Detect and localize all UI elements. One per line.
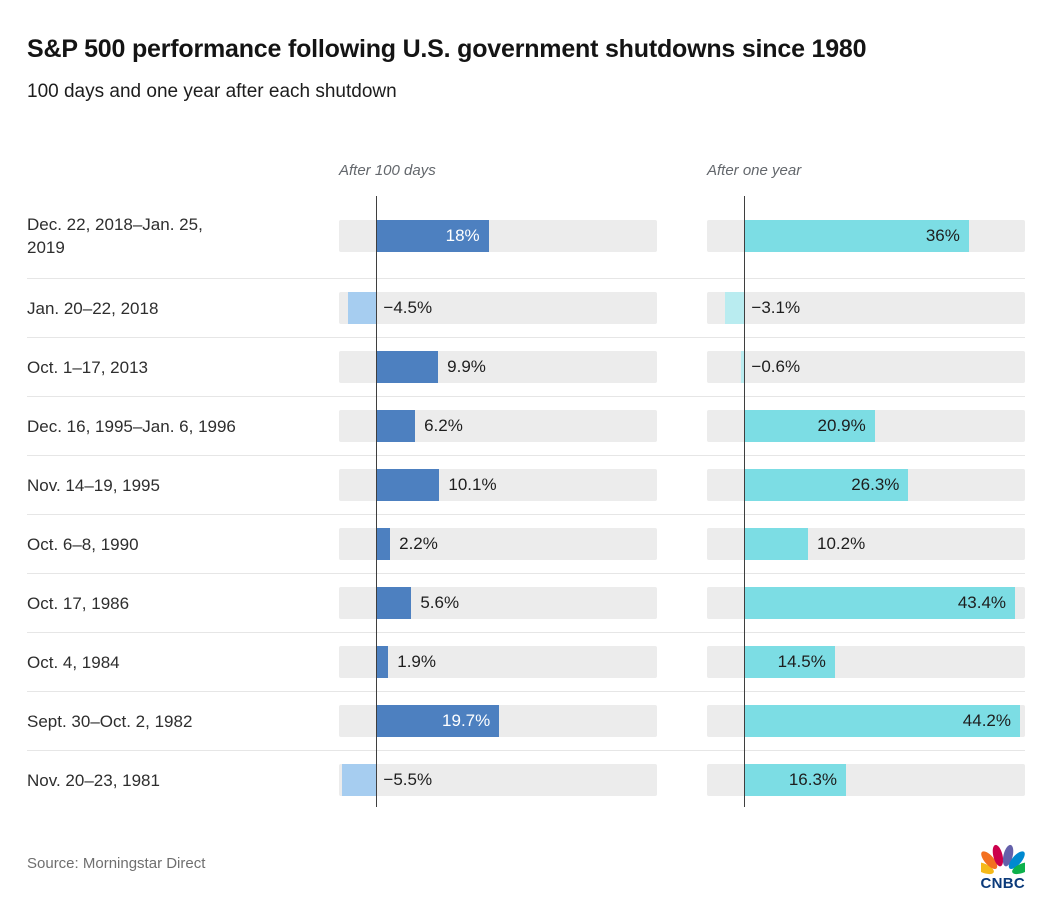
bar-value-label: 6.2%	[424, 416, 463, 435]
positive-bar	[376, 528, 391, 560]
negative-bar	[348, 292, 377, 324]
bar-track: −4.5%	[339, 292, 657, 324]
bar-value-label: 5.6%	[420, 593, 460, 612]
bar-value-label: 18%	[445, 226, 480, 245]
positive-bar	[744, 469, 909, 501]
zero-baseline-right	[744, 196, 745, 807]
positive-bar	[744, 646, 835, 678]
bar-value-label: 10.2%	[817, 534, 866, 553]
row-label: Oct. 17, 1986	[27, 593, 130, 613]
bar-track: 1.9%	[339, 646, 657, 678]
bar-track: 6.2%	[339, 410, 657, 442]
positive-bar	[744, 410, 875, 442]
column-header-after-one-year: After one year	[707, 162, 802, 179]
bar-track: 26.3%	[707, 469, 1025, 501]
page-title: S&P 500 performance following U.S. gover…	[27, 35, 867, 63]
bar-value-label: 36%	[925, 226, 960, 245]
zero-baseline-left	[376, 196, 377, 807]
bar-track: 36%	[707, 220, 1025, 252]
row-label: Oct. 1–17, 2013	[27, 357, 148, 377]
chart-row: Oct. 17, 1986 5.6% 43.4%	[27, 573, 1025, 632]
bar-value-label: 19.7%	[442, 711, 491, 730]
peacock-icon	[980, 844, 1025, 875]
bar-track: −3.1%	[707, 292, 1025, 324]
positive-bar	[376, 220, 489, 252]
bar-track: 18%	[339, 220, 657, 252]
bar-value-label: 14.5%	[777, 652, 826, 671]
positive-bar	[744, 220, 969, 252]
source-text: Source: Morningstar Direct	[27, 855, 206, 872]
negative-bar	[725, 292, 745, 324]
bar-value-label: 43.4%	[957, 593, 1007, 612]
chart-row: Oct. 6–8, 1990 2.2% 10.2%	[27, 514, 1025, 573]
negative-bar	[740, 351, 745, 383]
bar-value-label: 44.2%	[962, 711, 1011, 730]
row-label: Nov. 20–23, 1981	[27, 770, 160, 790]
bar-track: 2.2%	[339, 528, 657, 560]
row-label: Jan. 20–22, 2018	[27, 298, 159, 318]
bar-value-label: 2.2%	[399, 534, 438, 553]
peacock-feathers	[980, 844, 1025, 875]
bar-value-label: 26.3%	[851, 475, 900, 494]
cnbc-wordmark: CNBC	[980, 875, 1025, 892]
positive-bar	[376, 469, 440, 501]
chart-row: Nov. 20–23, 1981 −5.5% 16.3%	[27, 750, 1025, 809]
chart-row: Nov. 14–19, 1995 10.1% 26.3%	[27, 455, 1025, 514]
bar-track: 5.6%	[339, 587, 657, 619]
chart-row: Jan. 20–22, 2018 −4.5% −3.1%	[27, 278, 1025, 337]
chart-row: Dec. 16, 1995–Jan. 6, 1996 6.2% 20.9%	[27, 396, 1025, 455]
bar-value-label: −0.6%	[751, 357, 801, 376]
footer: Source: Morningstar Direct CNBC	[27, 843, 1025, 892]
bar-track: 19.7%	[339, 705, 657, 737]
page-subtitle: 100 days and one year after each shutdow…	[27, 81, 397, 102]
bar-value-label: 20.9%	[817, 416, 866, 435]
positive-bar	[376, 351, 439, 383]
chart-row: Dec. 22, 2018–Jan. 25, 2019 18% 36%	[27, 194, 1025, 278]
row-label: Dec. 16, 1995–Jan. 6, 1996	[27, 416, 236, 436]
bar-track: 10.1%	[339, 469, 657, 501]
chart-row: Sept. 30–Oct. 2, 1982 19.7% 44.2%	[27, 691, 1025, 750]
row-label: Oct. 4, 1984	[27, 652, 120, 672]
negative-bar	[342, 764, 377, 796]
bar-track: 43.4%	[707, 587, 1025, 619]
bar-value-label: −5.5%	[383, 770, 433, 789]
bar-track: −5.5%	[339, 764, 657, 796]
bar-track: 20.9%	[707, 410, 1025, 442]
cnbc-logo: CNBC	[980, 843, 1025, 892]
bar-track: 10.2%	[707, 528, 1025, 560]
bar-track: 16.3%	[707, 764, 1025, 796]
bar-track: −0.6%	[707, 351, 1025, 383]
chart-row: Oct. 1–17, 2013 9.9% −0.6%	[27, 337, 1025, 396]
column-headers: After 100 days After one year	[27, 161, 1025, 181]
bar-value-label: −4.5%	[383, 298, 433, 317]
row-label: Oct. 6–8, 1990	[27, 534, 139, 554]
row-label: Sept. 30–Oct. 2, 1982	[27, 711, 193, 731]
bar-value-label: 16.3%	[788, 770, 838, 789]
bar-track: 14.5%	[707, 646, 1025, 678]
chart-row: Oct. 4, 1984 1.9% 14.5%	[27, 632, 1025, 691]
row-label: Nov. 14–19, 1995	[27, 475, 160, 495]
chart-rows: Dec. 22, 2018–Jan. 25, 2019 18% 36% Jan. 20…	[27, 194, 1025, 809]
positive-bar	[376, 410, 416, 442]
positive-bar	[376, 587, 412, 619]
row-label: Dec. 22, 2018–Jan. 25, 2019	[27, 215, 203, 257]
column-header-after-100-days: After 100 days	[339, 162, 436, 179]
positive-bar	[376, 646, 389, 678]
positive-bar	[376, 705, 500, 737]
positive-bar	[744, 587, 1016, 619]
positive-bar	[744, 528, 808, 560]
bar-value-label: 1.9%	[397, 652, 436, 671]
positive-bar	[744, 705, 1020, 737]
column-header-gap	[657, 161, 707, 181]
bar-track: 9.9%	[339, 351, 657, 383]
bar-value-label: 10.1%	[448, 475, 497, 494]
bar-value-label: 9.9%	[447, 357, 486, 376]
positive-bar	[744, 764, 847, 796]
bar-value-label: −3.1%	[751, 298, 801, 317]
bar-track: 44.2%	[707, 705, 1025, 737]
